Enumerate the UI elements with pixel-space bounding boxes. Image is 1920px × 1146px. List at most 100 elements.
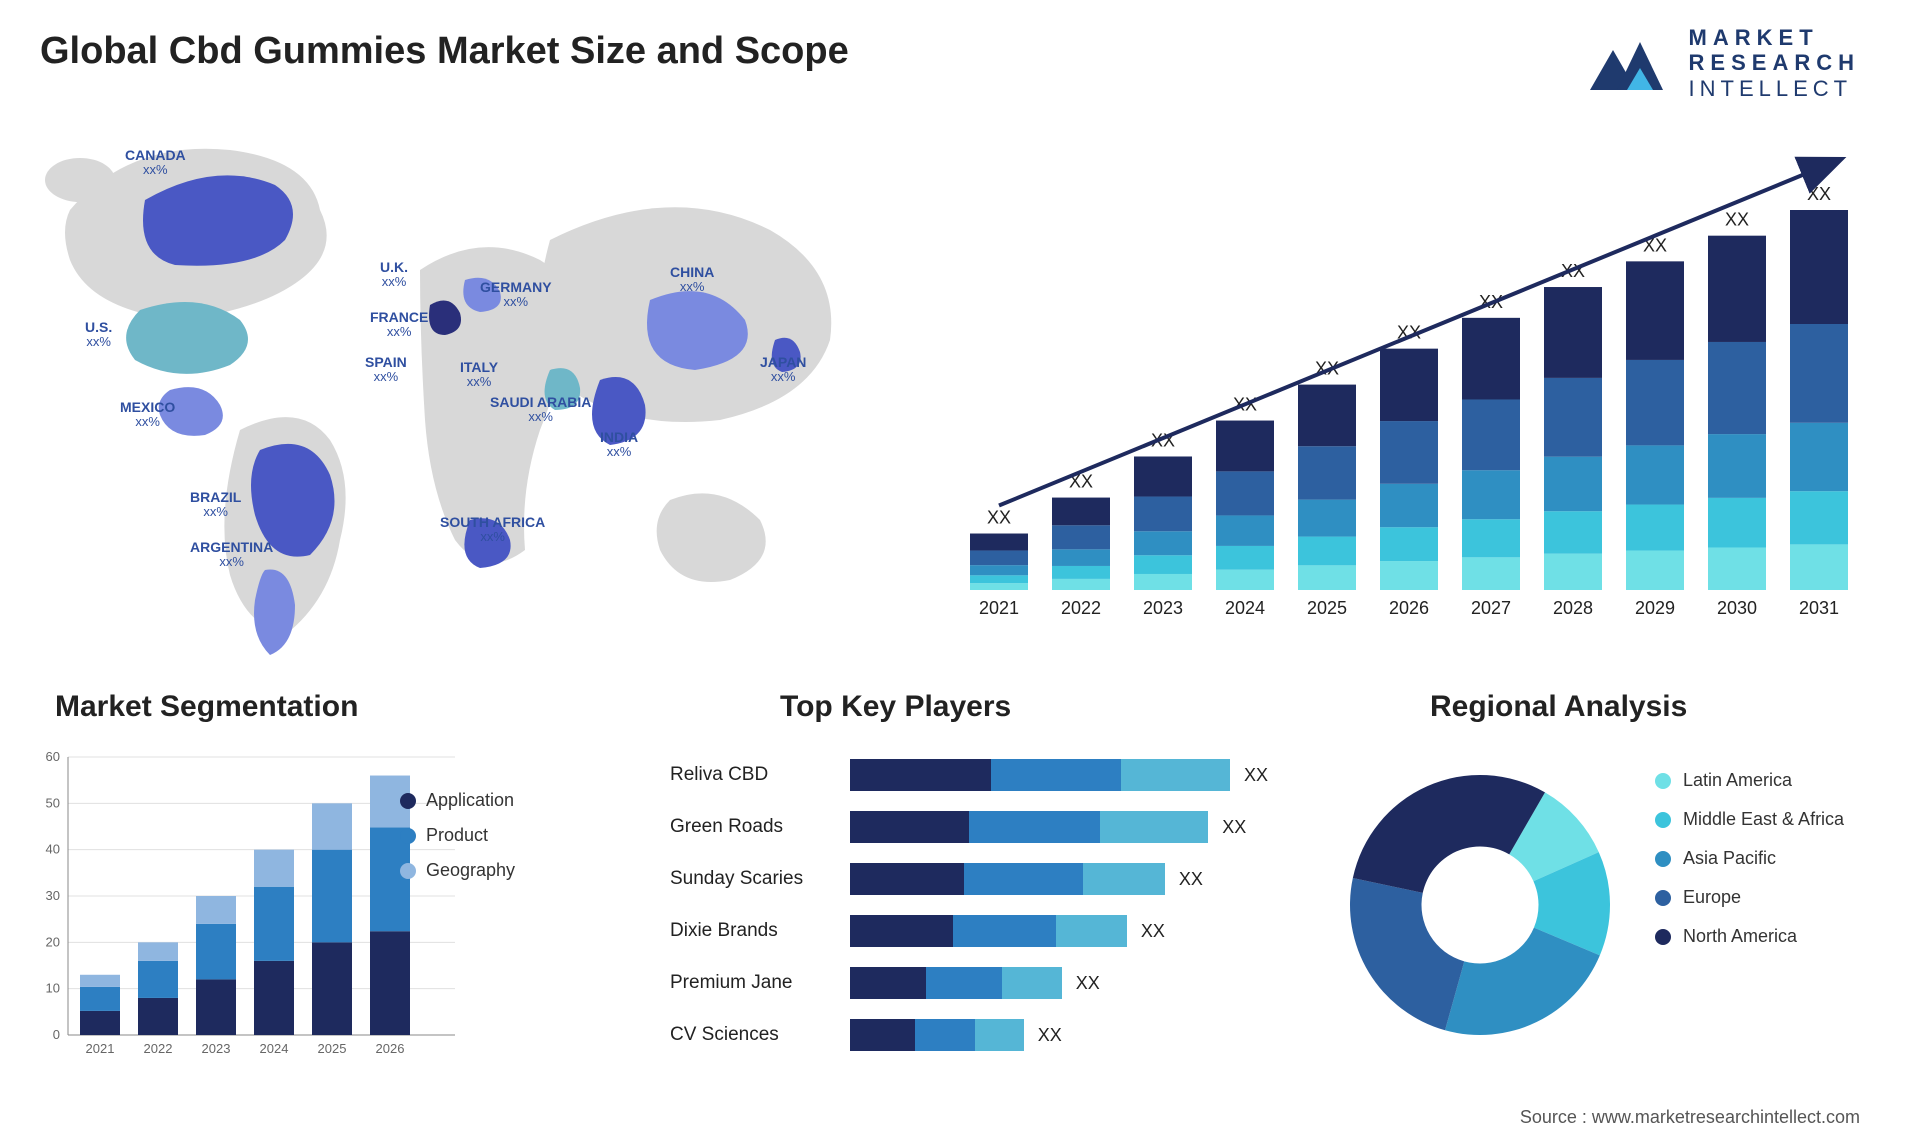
legend-item: Geography [400,860,515,881]
player-row: Sunday Scaries XX [670,859,1290,899]
player-bar [850,811,1208,843]
player-value: XX [1179,869,1203,890]
bar-year-label: 2027 [1471,598,1511,618]
segmentation-heading: Market Segmentation [55,690,358,724]
regional-donut-chart [1330,755,1630,1055]
bar-segment [1790,491,1848,544]
bar-segment [1790,544,1848,590]
bar-segment [1626,261,1684,360]
map-label: SPAINxx% [365,355,407,385]
bar-segment [970,575,1028,583]
bar-segment [1052,498,1110,526]
logo-line1: MARKET [1689,25,1860,50]
player-name: Dixie Brands [670,920,850,942]
player-bar [850,915,1127,947]
player-name: Premium Jane [670,972,850,994]
segmentation-chart: 0102030405060202120222023202420252026 [30,745,460,1065]
bar-segment [1462,318,1520,400]
key-players-heading: Top Key Players [780,690,1011,724]
bar-year-label: 2023 [1143,598,1183,618]
bar-segment [1626,505,1684,551]
map-label: BRAZILxx% [190,490,241,520]
seg-bar-segment [80,975,120,987]
seg-bar-segment [312,942,352,1035]
bar-year-label: 2025 [1307,598,1347,618]
seg-bar-segment [196,896,236,924]
bar-segment [970,550,1028,565]
bar-segment [1708,342,1766,434]
player-value: XX [1222,817,1246,838]
player-value: XX [1038,1025,1062,1046]
bar-segment [1462,557,1520,590]
segmentation-legend: ApplicationProductGeography [400,790,515,895]
bar-segment [1052,566,1110,579]
brand-logo: MARKET RESEARCH INTELLECT [1585,25,1860,101]
bar-segment [1134,497,1192,532]
seg-bar-segment [254,961,294,1035]
player-bar [850,863,1165,895]
bar-segment [970,565,1028,575]
bar-segment [1462,470,1520,519]
seg-bar-segment [254,850,294,887]
bar-segment [1298,446,1356,499]
bar-segment [1626,445,1684,504]
bar-segment [1708,236,1766,342]
svg-text:40: 40 [46,842,60,857]
legend-item: North America [1655,926,1844,947]
seg-bar-segment [312,850,352,943]
logo-line3: INTELLECT [1689,76,1860,101]
bar-year-label: 2021 [979,598,1019,618]
bar-value-label: XX [1725,210,1749,230]
map-label: CANADAxx% [125,148,186,178]
bar-segment [1134,574,1192,590]
bar-year-label: 2029 [1635,598,1675,618]
seg-year-label: 2023 [202,1041,231,1056]
bar-value-label: XX [987,508,1011,528]
seg-bar-segment [138,998,178,1035]
map-label: ITALYxx% [460,360,498,390]
map-label: SOUTH AFRICAxx% [440,515,545,545]
bar-segment [1790,324,1848,423]
map-label: U.K.xx% [380,260,408,290]
player-row: Dixie BrandsXX [670,911,1290,951]
key-players-chart: Reliva CBDXXGreen RoadsXXSunday ScariesX… [670,755,1290,1067]
seg-bar-segment [196,979,236,1035]
bar-segment [1790,210,1848,324]
player-name: Sunday Scaries [670,868,850,890]
seg-year-label: 2022 [144,1041,173,1056]
seg-year-label: 2024 [260,1041,289,1056]
legend-item: Asia Pacific [1655,848,1844,869]
player-row: Green RoadsXX [670,807,1290,847]
bar-segment [1298,385,1356,447]
market-growth-chart: XX2021XX2022XX2023XX2024XX2025XX2026XX20… [960,150,1860,630]
world-map: CANADAxx%U.S.xx%MEXICOxx%BRAZILxx%ARGENT… [30,120,910,660]
legend-item: Middle East & Africa [1655,809,1844,830]
world-map-svg [30,120,910,660]
bar-segment [1626,551,1684,590]
bar-segment [1380,421,1438,484]
regional-legend: Latin America Middle East & Africa Asia Pa… [1655,770,1844,965]
map-label: CHINAxx% [670,265,714,295]
seg-year-label: 2025 [318,1041,347,1056]
svg-text:0: 0 [53,1027,60,1042]
bar-segment [1216,421,1274,472]
bar-segment [1298,537,1356,566]
player-bar [850,967,1062,999]
map-label: INDIAxx% [600,430,638,460]
regional-heading: Regional Analysis [1430,690,1687,724]
seg-bar-segment [138,942,178,961]
seg-bar-segment [370,931,410,1035]
seg-bar-segment [312,803,352,849]
bar-segment [1298,565,1356,590]
bar-year-label: 2030 [1717,598,1757,618]
donut-slice [1350,878,1464,1030]
donut-slice [1353,775,1545,893]
bar-year-label: 2022 [1061,598,1101,618]
bar-segment [1216,515,1274,546]
player-name: CV Sciences [670,1024,850,1046]
seg-year-label: 2021 [86,1041,115,1056]
legend-item: Application [400,790,515,811]
player-value: XX [1244,765,1268,786]
seg-bar-segment [80,987,120,1011]
legend-item: Latin America [1655,770,1844,791]
